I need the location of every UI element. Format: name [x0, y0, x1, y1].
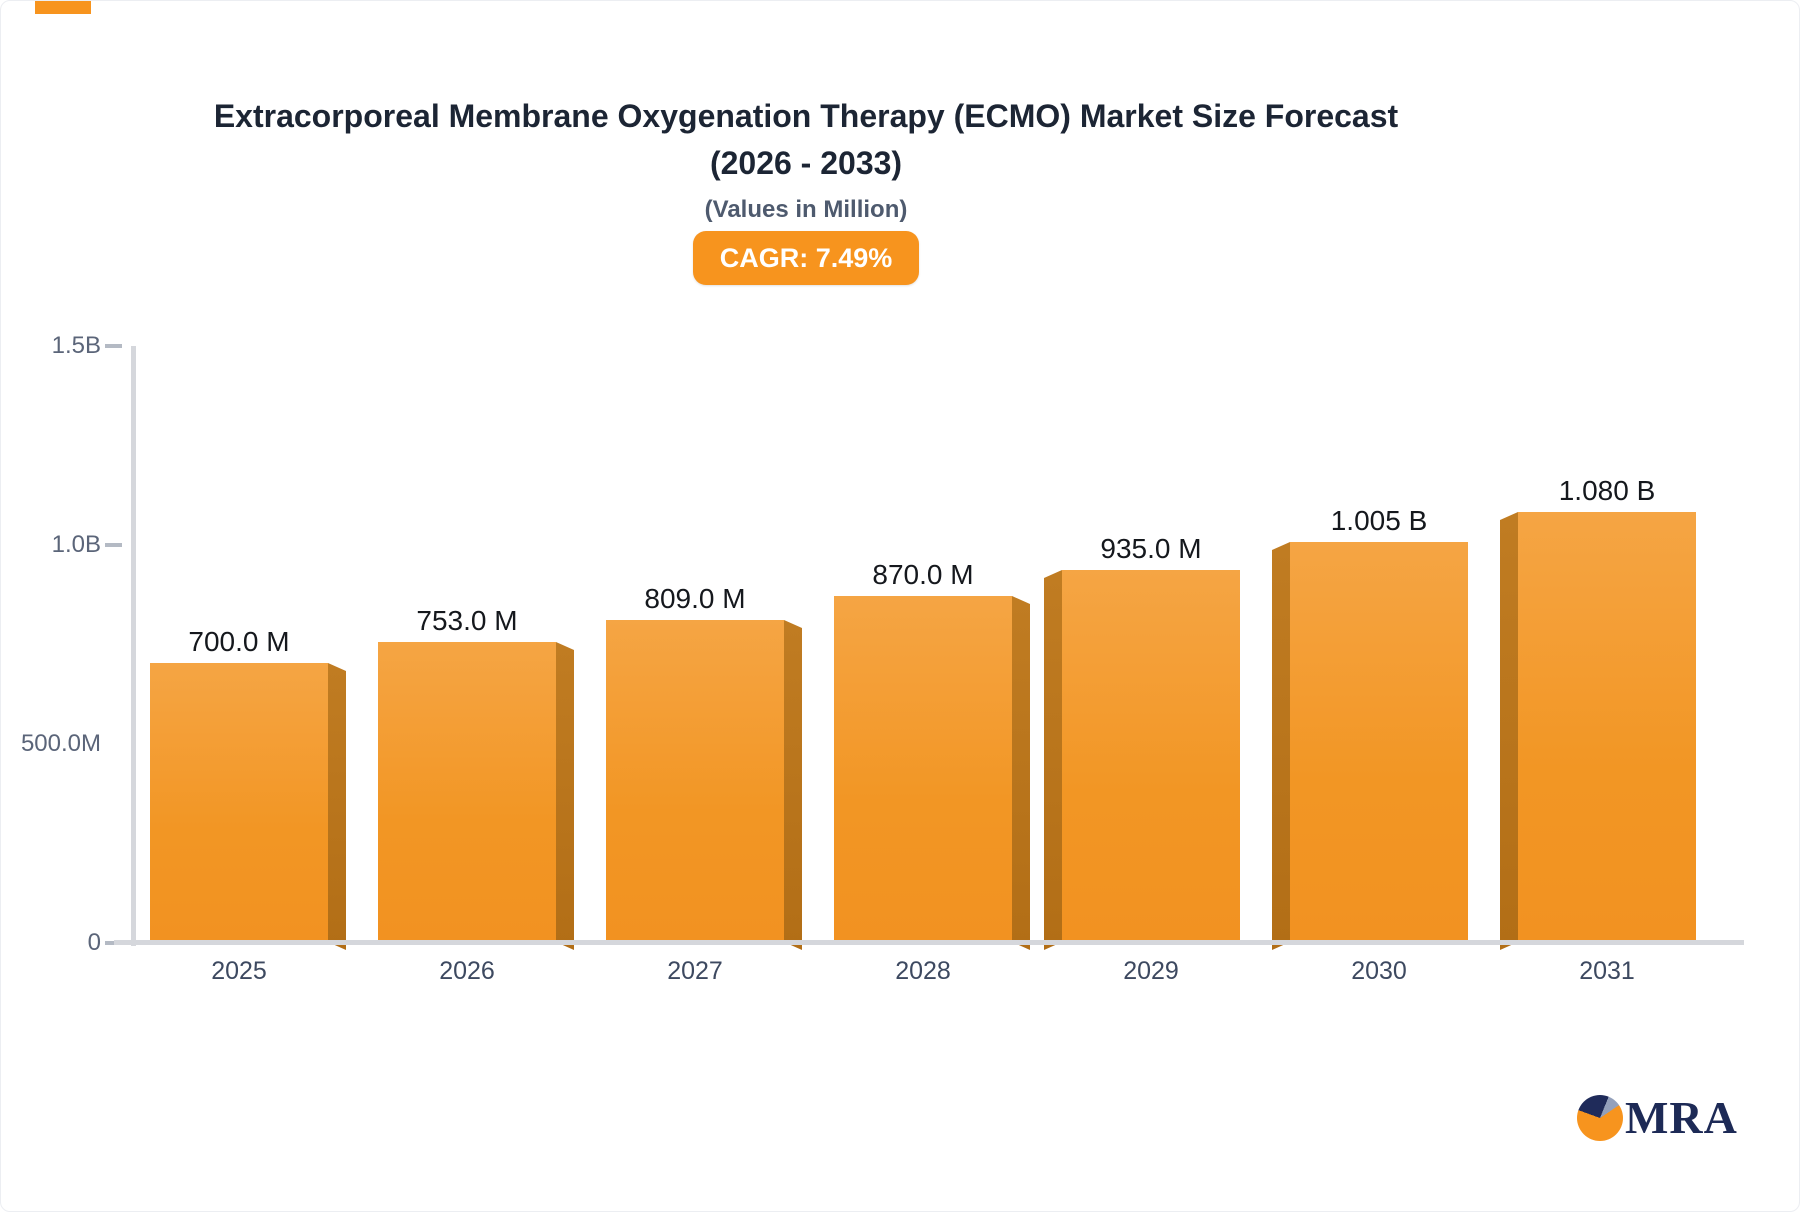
bar-value-label: 809.0 M [644, 583, 746, 614]
bar [150, 663, 328, 942]
bar [1062, 570, 1240, 942]
bar [1518, 512, 1696, 942]
y-axis-tick [105, 344, 122, 348]
logo-text: MRA [1625, 1092, 1738, 1143]
bar-side-bevel [1500, 512, 1518, 950]
chart-header: Extracorporeal Membrane Oxygenation Ther… [1, 93, 1611, 285]
brand-logo: MRA [1577, 1095, 1738, 1141]
bar [606, 620, 784, 942]
bar-value-label: 753.0 M [416, 605, 518, 636]
x-axis-label: 2025 [211, 957, 267, 985]
y-axis-label: 500.0M [20, 730, 101, 757]
bar-value-label: 870.0 M [872, 559, 974, 590]
bar-side-bevel [1272, 542, 1290, 950]
cagr-badge: CAGR: 7.49% [692, 231, 920, 285]
chart-title-line1: Extracorporeal Membrane Oxygenation Ther… [213, 98, 1399, 134]
y-axis-label: 1.5B [51, 332, 101, 359]
bar [1290, 542, 1468, 942]
chart-subtitle: (Values in Million) [704, 196, 908, 223]
y-axis-label: 1.0B [51, 531, 101, 558]
y-axis-tick [105, 941, 122, 945]
decor-fragment [35, 1, 91, 14]
chart-title: Extracorporeal Membrane Oxygenation Ther… [1, 93, 1611, 187]
x-axis-label: 2031 [1579, 957, 1635, 985]
bar-side-bevel [784, 620, 802, 950]
x-axis-label: 2028 [895, 957, 951, 985]
y-axis-line [131, 346, 136, 946]
bar [834, 596, 1012, 942]
y-axis-tick [105, 543, 122, 547]
bar-value-label: 700.0 M [188, 626, 290, 657]
logo-pie-icon [1577, 1095, 1623, 1141]
x-axis-label: 2026 [439, 957, 495, 985]
bar-side-bevel [556, 642, 574, 950]
bar-value-label: 935.0 M [1100, 533, 1202, 564]
chart-title-line2: (2026 - 2033) [709, 145, 903, 181]
x-axis-label: 2027 [667, 957, 723, 985]
x-axis-label: 2030 [1351, 957, 1407, 985]
bar-value-label: 1.005 B [1330, 505, 1428, 536]
bar-side-bevel [1044, 570, 1062, 950]
y-axis-label: 0 [87, 929, 101, 956]
x-axis-label: 2029 [1123, 957, 1179, 985]
x-axis-line [114, 940, 1744, 945]
bar [378, 642, 556, 942]
bar-side-bevel [328, 663, 346, 950]
bar-value-label: 1.080 B [1558, 475, 1656, 506]
bar-side-bevel [1012, 596, 1030, 950]
